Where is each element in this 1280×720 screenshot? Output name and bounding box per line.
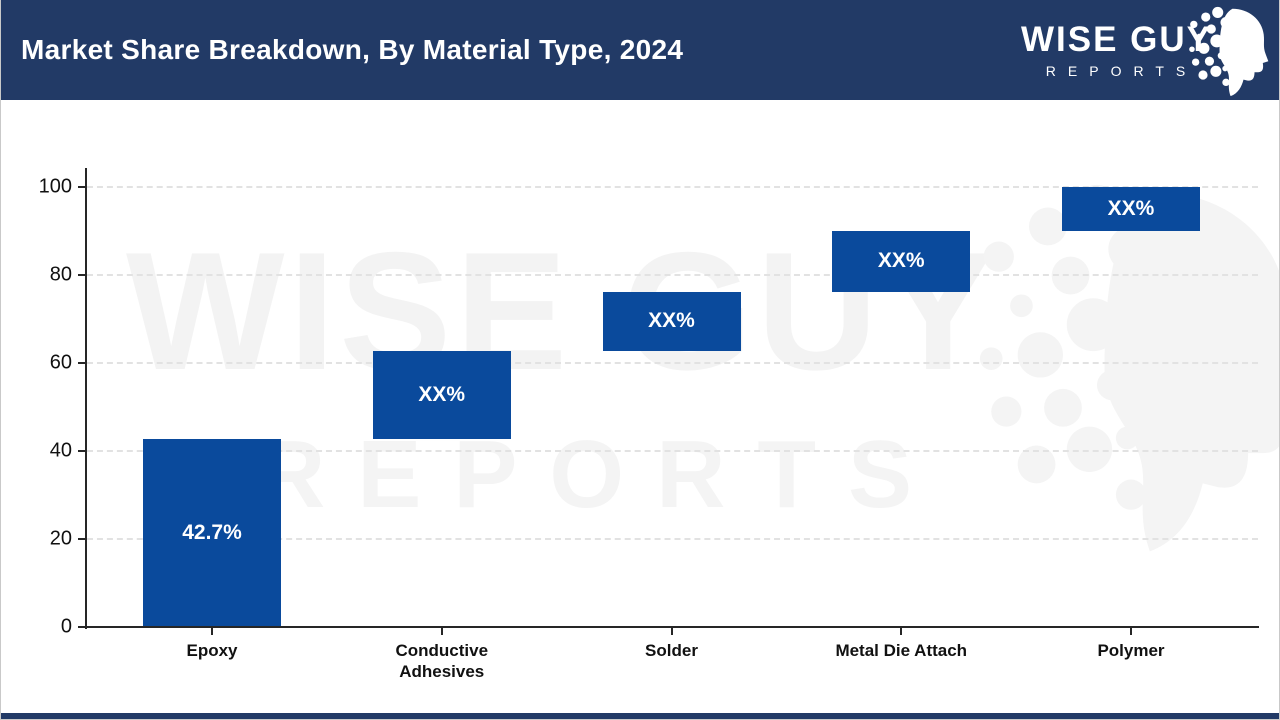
- y-tick-label-100: 100: [38, 175, 72, 198]
- category-label-0: Epoxy: [186, 641, 238, 660]
- y-tick-80: [78, 274, 85, 276]
- x-tick-0: [211, 628, 213, 635]
- gridline-40: [87, 450, 1258, 452]
- logo-head-icon: [1189, 6, 1269, 97]
- gridline-80: [87, 274, 1258, 276]
- y-tick-label-60: 60: [49, 351, 72, 374]
- y-tick-20: [78, 538, 85, 540]
- bar-value-label: XX%: [877, 249, 925, 273]
- y-tick-100: [78, 186, 85, 188]
- bar-value-label: 42.7%: [182, 521, 242, 545]
- y-tick-0: [78, 626, 85, 628]
- x-tick-2: [670, 628, 673, 635]
- bar-polymer: XX%: [1062, 187, 1200, 231]
- x-tick-4: [1130, 628, 1132, 635]
- logo-wordmark: WISE GUY REPORTS: [1021, 20, 1212, 79]
- logo-wordmark-main: WISE GUY: [1021, 20, 1213, 59]
- bar-conductive-adhesives: XX%: [372, 351, 511, 440]
- bar-value-label: XX%: [1107, 197, 1155, 220]
- category-label-4: Polymer: [1097, 641, 1165, 660]
- bar-epoxy: 42.7%: [143, 439, 281, 627]
- gridline-100: [87, 186, 1258, 188]
- waterfall-chart: WISE GUY REPORTS 0 20 40 60 80 100 42.7% Epoxy X…: [1, 100, 1279, 714]
- y-tick-label-40: 40: [49, 439, 72, 462]
- y-axis-line: [85, 168, 87, 629]
- gridline-60: [87, 362, 1258, 364]
- x-tick-1: [440, 628, 443, 635]
- header: Market Share Breakdown, By Material Type…: [1, 0, 1279, 100]
- y-tick-label-20: 20: [49, 527, 72, 550]
- x-axis-line: [85, 626, 1259, 628]
- bar-solder: XX%: [602, 291, 741, 352]
- watermark-text-sub: REPORTS: [256, 421, 945, 528]
- logo-wordmark-sub: REPORTS: [1045, 63, 1198, 79]
- y-tick-label-80: 80: [49, 263, 72, 286]
- wiseguy-logo: WISE GUY REPORTS: [1003, 4, 1269, 97]
- y-tick-60: [78, 362, 85, 364]
- category-label-1: Conductive Adhesives: [395, 641, 489, 682]
- category-label-2: Solder: [645, 641, 698, 660]
- gridline-20: [87, 538, 1258, 540]
- bar-value-label: XX%: [418, 383, 466, 407]
- x-tick-3: [900, 628, 903, 635]
- category-label-3: Metal Die Attach: [835, 641, 968, 660]
- bar-value-label: XX%: [648, 309, 695, 333]
- footer-accent-bar: [1, 713, 1279, 719]
- bar-metal-die-attach: XX%: [832, 231, 971, 292]
- y-tick-40: [78, 450, 85, 452]
- y-tick-label-0: 0: [60, 615, 72, 638]
- page-title: Market Share Breakdown, By Material Type…: [21, 34, 684, 65]
